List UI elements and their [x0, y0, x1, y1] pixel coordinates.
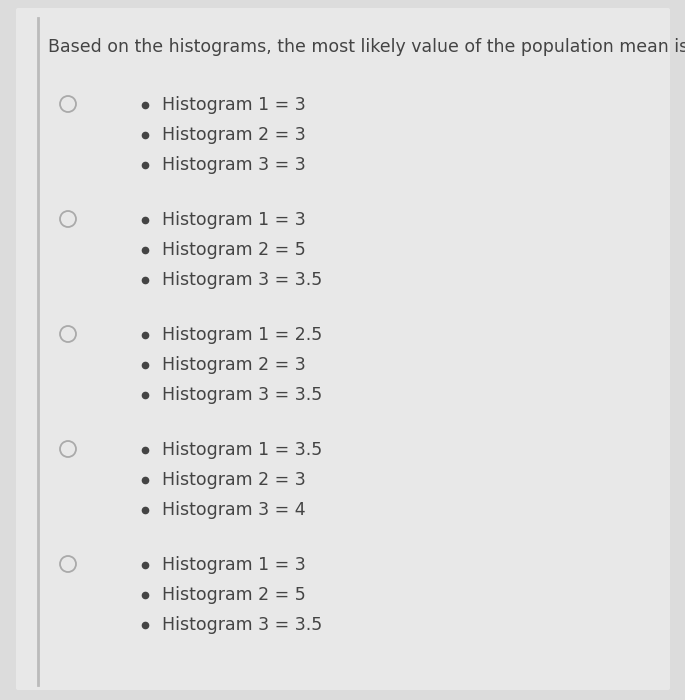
Text: Histogram 1 = 3: Histogram 1 = 3 [162, 211, 306, 229]
Text: Histogram 2 = 3: Histogram 2 = 3 [162, 356, 306, 374]
Text: Histogram 3 = 4: Histogram 3 = 4 [162, 501, 306, 519]
FancyBboxPatch shape [16, 8, 670, 690]
Text: Histogram 1 = 3.5: Histogram 1 = 3.5 [162, 441, 322, 459]
Text: Histogram 1 = 2.5: Histogram 1 = 2.5 [162, 326, 322, 344]
Text: Histogram 2 = 3: Histogram 2 = 3 [162, 126, 306, 144]
Text: Histogram 1 = 3: Histogram 1 = 3 [162, 96, 306, 114]
Text: Histogram 3 = 3.5: Histogram 3 = 3.5 [162, 271, 322, 289]
Text: Histogram 3 = 3.5: Histogram 3 = 3.5 [162, 386, 322, 404]
Text: Histogram 2 = 3: Histogram 2 = 3 [162, 471, 306, 489]
Text: Histogram 2 = 5: Histogram 2 = 5 [162, 586, 306, 604]
Text: Histogram 3 = 3: Histogram 3 = 3 [162, 156, 306, 174]
Text: Histogram 3 = 3.5: Histogram 3 = 3.5 [162, 616, 322, 634]
Text: Histogram 1 = 3: Histogram 1 = 3 [162, 556, 306, 574]
Text: Histogram 2 = 5: Histogram 2 = 5 [162, 241, 306, 259]
Text: Based on the histograms, the most likely value of the population mean is:: Based on the histograms, the most likely… [48, 38, 685, 56]
